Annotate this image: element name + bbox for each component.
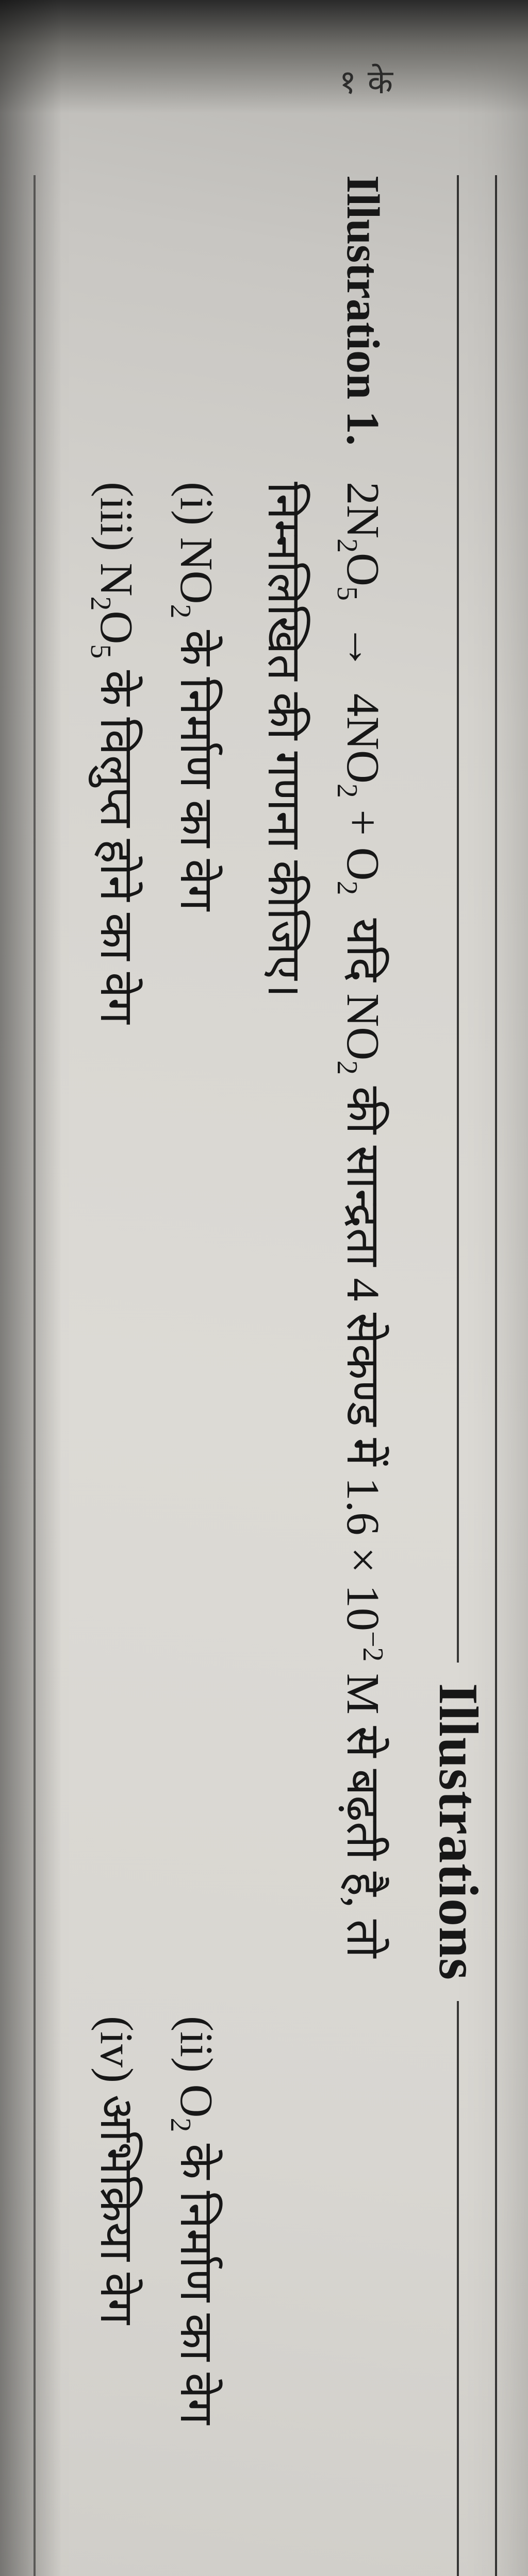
heading-rule-left [457,175,459,1663]
illustration-label: Illustration 1. [81,175,398,446]
option-ii: (ii) O2 के निर्माण का वेग [161,2016,231,2576]
content-block: Illustrations Illustration 1. 2N2O5 → 4N… [81,175,497,2576]
rotated-page: १ के Illustrations Illustration 1. 2N2O5… [0,0,528,2576]
paper-surface: १ के Illustrations Illustration 1. 2N2O5… [0,0,528,2576]
option-i: (i) NO2 के निर्माण का वेग [161,482,231,1954]
heading-row: Illustrations [426,175,490,2576]
top-rule [495,175,497,2576]
section-heading: Illustrations [426,1683,490,1980]
book-binding-shadow [0,0,528,113]
heading-rule-right [457,2001,459,2576]
reaction-line: 2N2O5 → 4NO2 + O2 यदि NO2 की सान्द्रता 4… [328,482,398,2576]
bottom-shadow [0,0,62,2576]
illustration-1: Illustration 1. 2N2O5 → 4NO2 + O2 यदि NO… [81,175,398,2576]
illustration-body: 2N2O5 → 4NO2 + O2 यदि NO2 की सान्द्रता 4… [81,482,398,2576]
instruction-line: निम्नलिखित की गणना कीजिए। [249,482,319,2576]
options-grid: (i) NO2 के निर्माण का वेग (ii) O2 के निर… [81,482,231,2576]
option-iii: (iii) N2O5 के विलुप्त होने का वेग [81,482,151,1954]
option-iv: (iv) अभिक्रिया वेग [81,2016,151,2576]
margin-note: १ के [339,59,394,104]
